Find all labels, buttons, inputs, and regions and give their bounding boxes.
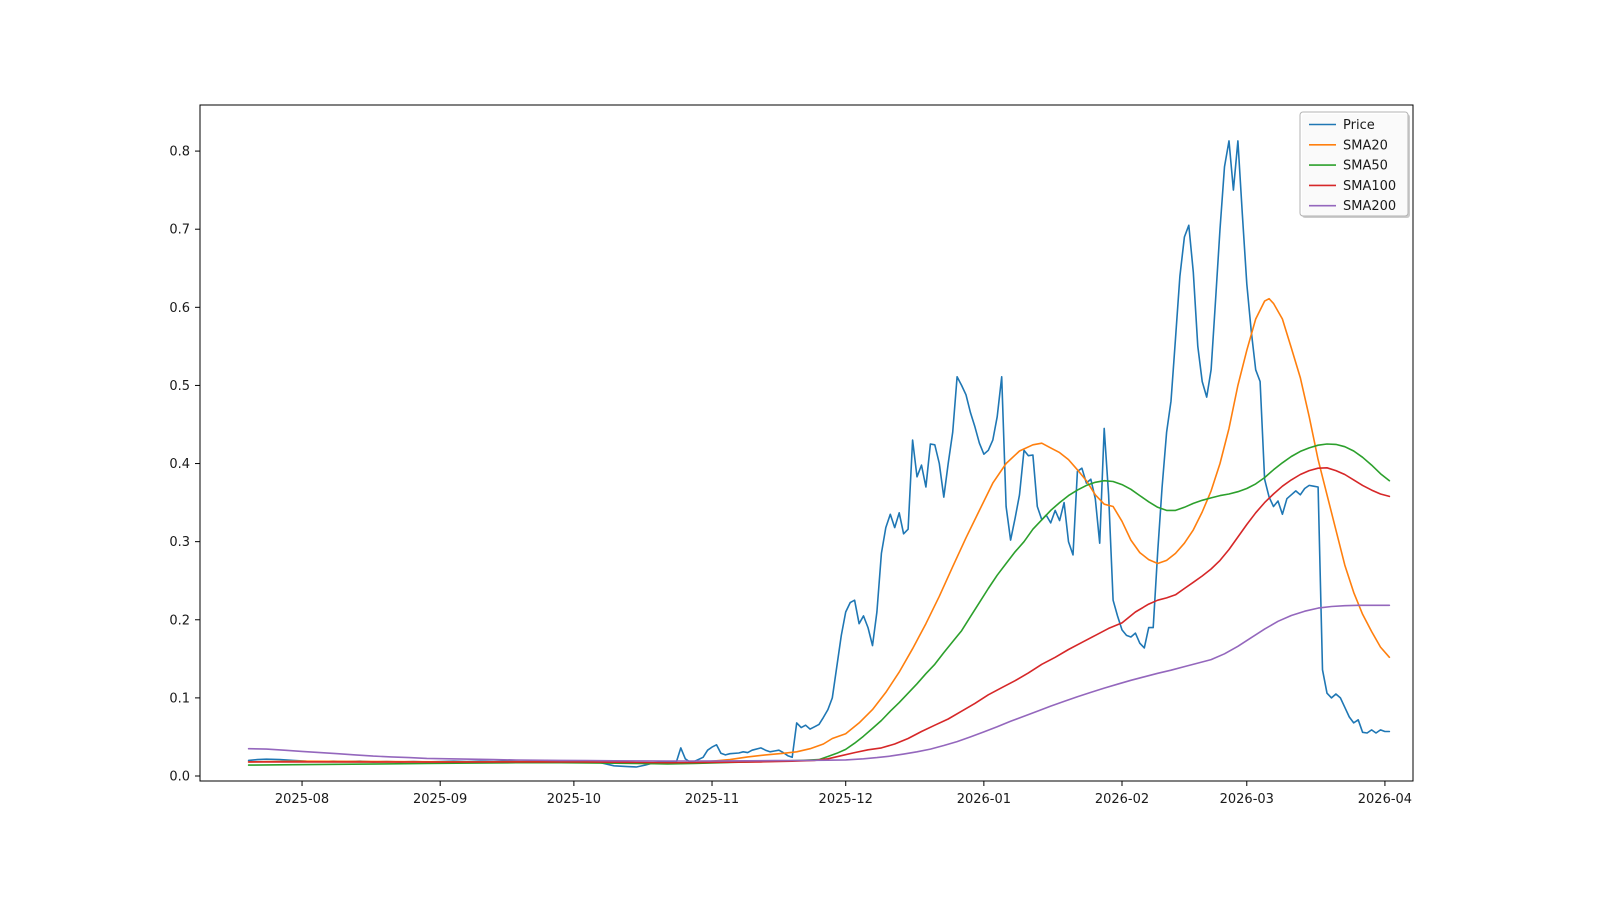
x-tick-label: 2025-11 bbox=[685, 792, 739, 807]
y-tick-label: 0.7 bbox=[169, 223, 190, 238]
y-tick-label: 0.8 bbox=[169, 145, 190, 160]
legend-label-sma100: SMA100 bbox=[1343, 179, 1396, 194]
sma200-line bbox=[247, 604, 1391, 762]
legend-label-sma50: SMA50 bbox=[1343, 159, 1388, 174]
legend-label-sma20: SMA20 bbox=[1343, 138, 1388, 153]
legend-label-sma200: SMA200 bbox=[1343, 199, 1396, 214]
y-tick-label: 0.0 bbox=[169, 770, 190, 785]
x-tick-label: 2025-12 bbox=[819, 792, 873, 807]
x-tick-label: 2026-01 bbox=[957, 792, 1011, 807]
y-tick-label: 0.3 bbox=[169, 535, 190, 550]
x-tick-label: 2025-09 bbox=[413, 792, 467, 807]
y-tick-label: 0.2 bbox=[169, 613, 190, 628]
y-tick-label: 0.5 bbox=[169, 379, 190, 394]
x-tick-label: 2025-08 bbox=[275, 792, 329, 807]
x-tick-label: 2026-02 bbox=[1095, 792, 1149, 807]
y-tick-label: 0.4 bbox=[169, 457, 190, 472]
x-tick-label: 2026-04 bbox=[1358, 792, 1412, 807]
x-tick-label: 2026-03 bbox=[1220, 792, 1274, 807]
y-tick-label: 0.6 bbox=[169, 301, 190, 316]
sma20-line bbox=[247, 297, 1391, 765]
x-tick-label: 2025-10 bbox=[547, 792, 601, 807]
y-tick-label: 0.1 bbox=[169, 691, 190, 706]
legend-label-price: Price bbox=[1343, 118, 1375, 133]
plot-area bbox=[199, 104, 1414, 782]
legend-box bbox=[1299, 111, 1409, 217]
